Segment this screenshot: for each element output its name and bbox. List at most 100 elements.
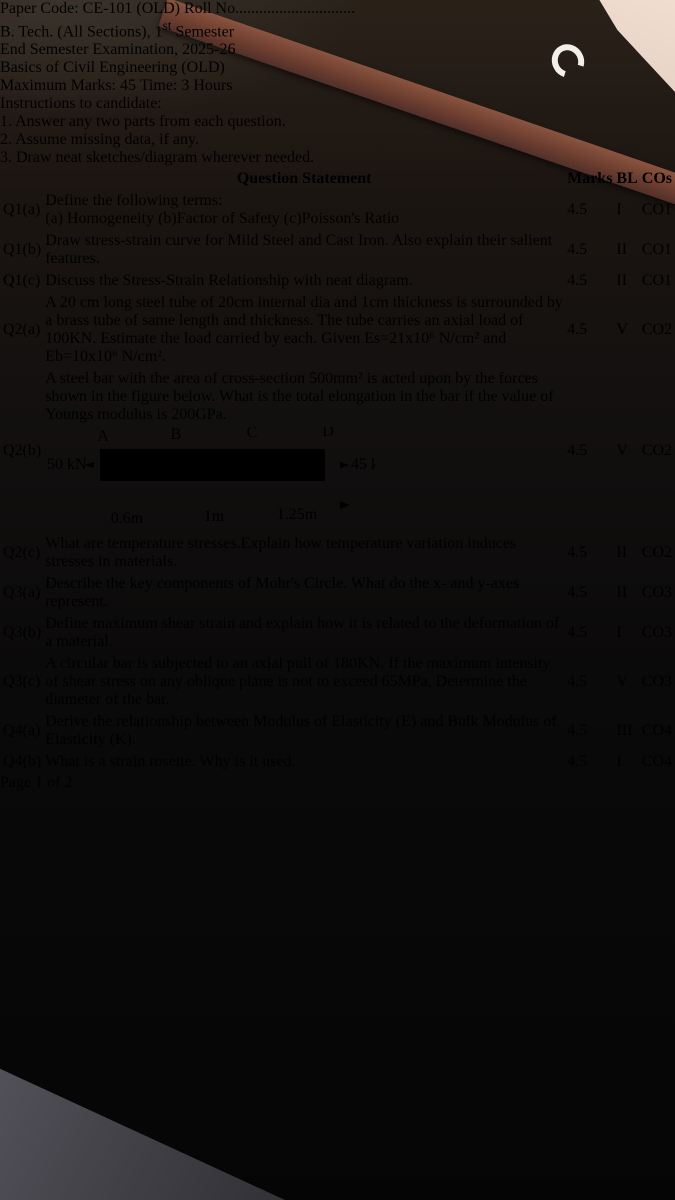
question-co: CO2: [641, 544, 672, 562]
question-co: CO4: [641, 753, 672, 771]
dimension-arrowhead: [340, 501, 351, 510]
question-co: CO1: [641, 272, 672, 290]
subject-title: Basics of Civil Engineering (OLD): [0, 59, 225, 77]
question-marks: 4.5: [567, 624, 588, 642]
col-header-question: Question Statement: [236, 170, 372, 188]
roll-no-field: Roll No..............................: [183, 0, 356, 17]
question-number: Q1(c): [3, 272, 41, 290]
paper-content: Paper Code: CE-101 (OLD) Roll No........…: [0, 0, 675, 792]
question-bl: II: [616, 544, 628, 562]
table-row: Q3(a) Describe the key components of Moh…: [2, 574, 673, 612]
question-number: Q2(b): [3, 441, 42, 459]
question-marks: 4.5: [567, 241, 588, 259]
question-bl: I: [616, 753, 622, 771]
question-statement: Discuss the Stress-Strain Relationship w…: [44, 271, 564, 291]
arrowhead-right: [198, 462, 208, 469]
question-text: A circular bar is subjected to an axial …: [45, 655, 551, 709]
question-statement: What is a strain rosette. Why is it used…: [44, 752, 564, 772]
question-bl: V: [616, 321, 628, 339]
time-allowed: Time: 3 Hours: [139, 77, 233, 95]
col-header-marks: Marks: [567, 170, 613, 188]
question-bl: II: [616, 272, 628, 290]
question-number: Q3(a): [3, 584, 41, 602]
table-row: Q4(a) Derive the relationship between Mo…: [2, 712, 673, 750]
table-row: Q3(b) Define maximum shear strain and ex…: [2, 614, 673, 652]
table-row: Q4(b) What is a strain rosette. Why is i…: [2, 752, 673, 772]
question-table-wrap: Question Statement Marks BL COs Q1(a) De…: [0, 167, 675, 792]
instructions-label: Instructions to candidate:: [0, 95, 162, 113]
header-block: Paper Code: CE-101 (OLD) Roll No........…: [0, 0, 675, 167]
question-co: CO2: [641, 321, 672, 339]
question-marks: 4.5: [567, 321, 588, 339]
bar-outline: [100, 449, 326, 482]
table-row: Q3(c) A circular bar is subjected to an …: [2, 654, 673, 710]
table-row: Q2(a) A 20 cm long steel tube of 20cm in…: [2, 293, 673, 367]
instruction-item: 3. Draw neat sketches/diagram wherever n…: [0, 149, 675, 167]
question-marks: 4.5: [567, 441, 588, 459]
instruction-number: 1.: [0, 113, 12, 131]
question-text: A 20 cm long steel tube of 20cm internal…: [45, 294, 563, 366]
force-label-a: 50 kN: [47, 456, 87, 473]
instruction-text: Answer any two parts from each question.: [15, 113, 286, 131]
figure-point-d: D: [322, 427, 334, 440]
force-diagram: A B C D 50 kN 15 kN 10 kN 45 kN 0.6m 1m …: [47, 427, 375, 527]
question-number: Q2(a): [3, 321, 41, 339]
question-number: Q1(b): [3, 241, 42, 259]
question-number: Q4(b): [3, 753, 42, 771]
instruction-number: 2.: [0, 131, 12, 149]
question-statement: Define maximum shear strain and explain …: [44, 614, 564, 652]
question-text: Derive the relationship between Modulus …: [45, 713, 557, 749]
figure-point-b: B: [171, 427, 182, 443]
question-co: CO3: [641, 624, 672, 642]
dim-label-ab: 0.6m: [111, 510, 144, 527]
question-marks: 4.5: [567, 272, 588, 290]
table-row: Q1(a) Define the following terms: (a) Hom…: [2, 191, 673, 229]
question-statement: What are temperature stresses.Explain ho…: [44, 534, 564, 572]
table-row: Q1(b) Draw stress-strain curve for Mild …: [2, 231, 673, 269]
instructions-list: 1. Answer any two parts from each questi…: [0, 113, 675, 167]
question-number: Q2(c): [3, 544, 41, 562]
question-bl: V: [616, 441, 628, 459]
question-marks: 4.5: [567, 722, 588, 740]
page-number: Page 1 of 2: [0, 774, 73, 792]
arrowhead-left: [85, 462, 95, 469]
question-marks: 4.5: [567, 673, 588, 691]
instruction-text: Assume missing data, if any.: [15, 131, 199, 149]
question-bl: II: [616, 584, 628, 602]
question-number: Q4(a): [3, 722, 41, 740]
question-text: Describe the key components of Mohr's Ci…: [45, 575, 520, 611]
question-bl: V: [616, 673, 628, 691]
question-statement: Define the following terms: (a) Homogenei…: [44, 191, 564, 229]
arrowhead-right: [340, 462, 350, 469]
col-header-cos: COs: [641, 170, 672, 188]
question-text: A steel bar with the area of cross-secti…: [45, 370, 554, 424]
ordinal-superscript: st: [162, 18, 172, 33]
question-co: CO1: [641, 201, 672, 219]
force-label-c: 10 kN: [263, 456, 303, 473]
question-statement: A steel bar with the area of cross-secti…: [44, 369, 564, 532]
instruction-number: 3.: [0, 149, 12, 167]
max-marks: Maximum Marks: 45: [0, 77, 136, 95]
question-marks: 4.5: [567, 584, 588, 602]
question-text: What are temperature stresses.Explain ho…: [45, 535, 517, 571]
instruction-item: 2. Assume missing data, if any.: [0, 131, 675, 149]
dim-label-bc: 1m: [204, 508, 225, 525]
exam-line: End Semester Examination, 2025-26: [0, 41, 236, 59]
question-bl: II: [616, 241, 628, 259]
question-bl: I: [616, 201, 622, 219]
question-statement: Derive the relationship between Modulus …: [44, 712, 564, 750]
question-co: CO4: [641, 722, 672, 740]
question-text: Discuss the Stress-Strain Relationship w…: [45, 272, 413, 290]
question-number: Q3(b): [3, 624, 42, 642]
question-marks: 4.5: [567, 753, 588, 771]
question-co: CO3: [641, 673, 672, 691]
table-header-row: Question Statement Marks BL COs: [2, 169, 673, 189]
col-header-bl: BL: [616, 170, 638, 188]
question-bl: III: [616, 722, 633, 740]
question-co: CO1: [641, 241, 672, 259]
question-subtext: (a) Homogeneity (b)Factor of Safety (c)P…: [45, 210, 400, 228]
table-row: Q2(b) A steel bar with the area of cross…: [2, 369, 673, 532]
figure-point-c: C: [247, 427, 258, 441]
